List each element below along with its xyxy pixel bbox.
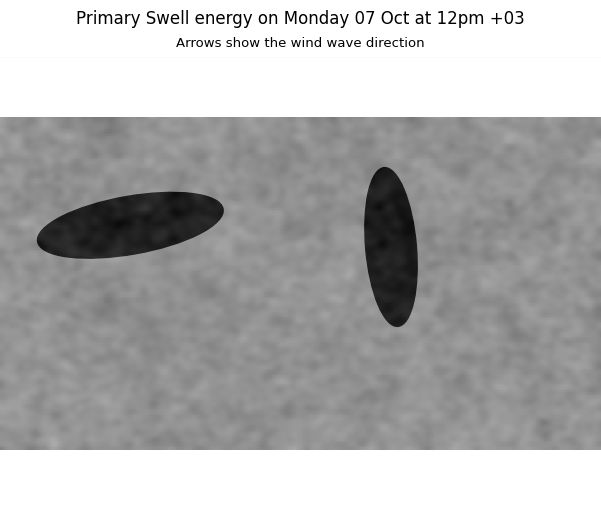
Ellipse shape xyxy=(37,193,223,258)
Ellipse shape xyxy=(365,168,417,326)
Text: Primary Swell energy on Monday 07 Oct at 12pm +03: Primary Swell energy on Monday 07 Oct at… xyxy=(76,10,525,28)
Text: Arrows show the wind wave direction: Arrows show the wind wave direction xyxy=(176,37,425,50)
Bar xyxy=(0,117,601,450)
